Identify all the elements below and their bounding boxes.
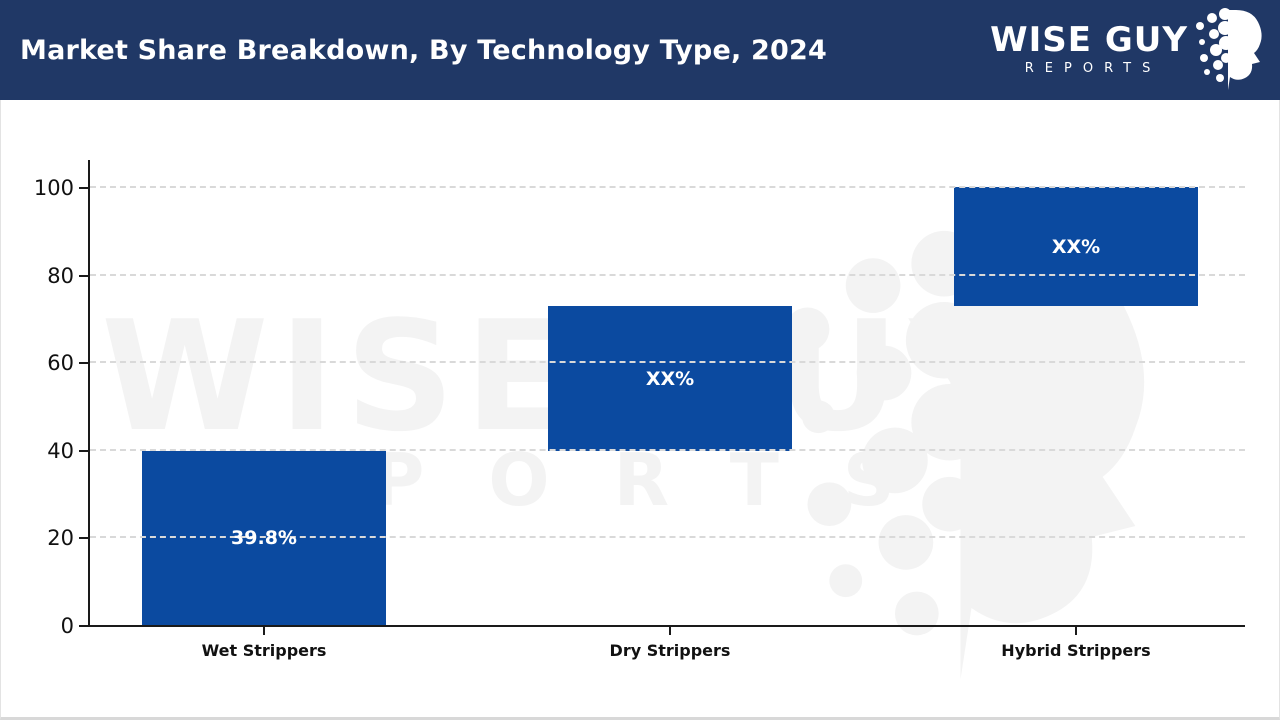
gridline xyxy=(90,448,1245,451)
bar-segment xyxy=(954,187,1198,307)
logo-wordmark: WISE GUY xyxy=(990,20,1188,61)
dotted-head-icon xyxy=(1196,8,1262,90)
watermark-dotted-head xyxy=(785,230,1145,680)
y-tick-label: 0 xyxy=(60,614,74,638)
y-tick-label: 40 xyxy=(47,438,74,463)
gridline xyxy=(90,536,1245,539)
bar-segment xyxy=(548,306,792,451)
y-tick-label: 20 xyxy=(47,526,74,551)
bar-value-label: 39.8% xyxy=(231,526,297,549)
gridline xyxy=(90,186,1245,189)
y-tick-label: 60 xyxy=(47,351,74,376)
y-tick-mark xyxy=(79,625,88,627)
y-axis-line xyxy=(88,160,90,627)
x-category-label: Wet Strippers xyxy=(201,641,327,660)
gridline xyxy=(90,361,1245,364)
gridline xyxy=(90,273,1245,276)
y-tick-mark xyxy=(79,362,88,365)
x-category-label: Hybrid Strippers xyxy=(1001,641,1151,660)
y-tick-mark xyxy=(79,537,88,540)
x-tick-mark xyxy=(1075,627,1077,635)
y-tick-mark xyxy=(79,449,88,452)
x-category-label: Dry Strippers xyxy=(609,641,731,660)
y-tick-mark xyxy=(79,187,88,190)
x-tick-mark xyxy=(669,627,671,635)
bar-value-label: XX% xyxy=(645,367,695,390)
y-tick-label: 80 xyxy=(47,263,74,288)
header-bar: Market Share Breakdown, By Technology Ty… xyxy=(0,0,1280,100)
chart-title: Market Share Breakdown, By Technology Ty… xyxy=(20,34,827,66)
y-tick-mark xyxy=(79,274,88,277)
x-tick-mark xyxy=(263,627,265,635)
y-tick-label: 100 xyxy=(33,176,74,201)
wise-guy-logo: WISE GUY REPORTS xyxy=(990,6,1266,92)
bar-value-label: XX% xyxy=(1051,235,1101,258)
logo-text: WISE GUY REPORTS xyxy=(990,20,1188,76)
x-axis-line xyxy=(88,625,1245,627)
logo-subtext: REPORTS xyxy=(1024,60,1162,76)
